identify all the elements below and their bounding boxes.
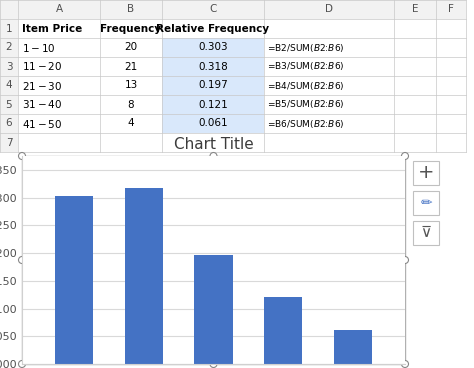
- Text: 1: 1: [6, 24, 12, 33]
- Bar: [0, 95, 18, 114]
- Text: $31 - $40: $31 - $40: [22, 99, 63, 110]
- Text: ✏: ✏: [420, 196, 432, 210]
- Text: 4: 4: [128, 118, 134, 128]
- Text: 0.121: 0.121: [198, 99, 228, 110]
- Title: Chart Title: Chart Title: [173, 137, 254, 152]
- Circle shape: [18, 152, 26, 159]
- Text: 0.318: 0.318: [198, 61, 228, 71]
- Bar: [0, 38, 18, 57]
- Text: +: +: [418, 163, 434, 183]
- Text: 21: 21: [124, 61, 137, 71]
- Text: 3: 3: [6, 61, 12, 71]
- Circle shape: [210, 152, 217, 159]
- Text: F: F: [448, 4, 454, 14]
- Bar: [22, 156, 405, 364]
- FancyBboxPatch shape: [413, 161, 439, 185]
- Text: Frequency: Frequency: [100, 24, 162, 33]
- Text: 20: 20: [125, 42, 137, 53]
- Text: 2: 2: [6, 42, 12, 53]
- Bar: [0, 114, 18, 133]
- Bar: [264, 0, 394, 19]
- Text: =B5/SUM($B$2:$B$6): =B5/SUM($B$2:$B$6): [267, 99, 345, 110]
- Circle shape: [18, 256, 26, 263]
- Bar: [125, 188, 163, 364]
- Bar: [0, 19, 18, 38]
- Text: =B6/SUM($B$2:$B$6): =B6/SUM($B$2:$B$6): [267, 117, 345, 130]
- Bar: [100, 0, 162, 19]
- Bar: [0, 76, 18, 95]
- Bar: [18, 0, 100, 19]
- Bar: [162, 114, 264, 133]
- Text: =B4/SUM($B$2:$B$6): =B4/SUM($B$2:$B$6): [267, 79, 345, 92]
- Bar: [55, 196, 93, 364]
- Circle shape: [18, 361, 26, 368]
- Text: E: E: [412, 4, 418, 14]
- Text: ⊽: ⊽: [420, 226, 431, 241]
- Bar: [0, 0, 18, 19]
- Bar: [0, 57, 18, 76]
- Text: 0.061: 0.061: [198, 118, 228, 128]
- Bar: [162, 38, 264, 57]
- Bar: [264, 297, 302, 364]
- Bar: [194, 255, 233, 364]
- Text: A: A: [55, 4, 63, 14]
- Text: B: B: [128, 4, 135, 14]
- Text: C: C: [210, 4, 217, 14]
- Bar: [162, 95, 264, 114]
- Text: =B3/SUM($B$2:$B$6): =B3/SUM($B$2:$B$6): [267, 60, 345, 72]
- Bar: [334, 330, 372, 364]
- Text: Item Price: Item Price: [22, 24, 82, 33]
- Text: $11 - $20: $11 - $20: [22, 60, 63, 72]
- Text: 6: 6: [6, 118, 12, 128]
- Bar: [0, 0, 18, 19]
- Bar: [0, 133, 18, 152]
- Text: $1 - $10: $1 - $10: [22, 42, 56, 53]
- Text: 13: 13: [124, 81, 137, 91]
- Text: 5: 5: [6, 99, 12, 110]
- Text: 0.303: 0.303: [198, 42, 228, 53]
- Text: 7: 7: [6, 138, 12, 148]
- Text: Relative Frequency: Relative Frequency: [156, 24, 270, 33]
- Bar: [162, 76, 264, 95]
- Circle shape: [401, 152, 409, 159]
- Text: 8: 8: [128, 99, 134, 110]
- Text: 4: 4: [6, 81, 12, 91]
- Circle shape: [401, 256, 409, 263]
- Circle shape: [401, 361, 409, 368]
- Text: =B2/SUM($B$2:$B$6): =B2/SUM($B$2:$B$6): [267, 42, 345, 53]
- Bar: [436, 0, 466, 19]
- Circle shape: [210, 361, 217, 368]
- Bar: [394, 0, 436, 19]
- Text: $21 - $30: $21 - $30: [22, 79, 63, 92]
- FancyBboxPatch shape: [413, 191, 439, 215]
- Bar: [162, 0, 264, 19]
- Bar: [0, 0, 466, 152]
- Text: D: D: [325, 4, 333, 14]
- Text: 0.197: 0.197: [198, 81, 228, 91]
- FancyBboxPatch shape: [413, 221, 439, 245]
- Bar: [162, 57, 264, 76]
- Text: $41 - $50: $41 - $50: [22, 117, 63, 130]
